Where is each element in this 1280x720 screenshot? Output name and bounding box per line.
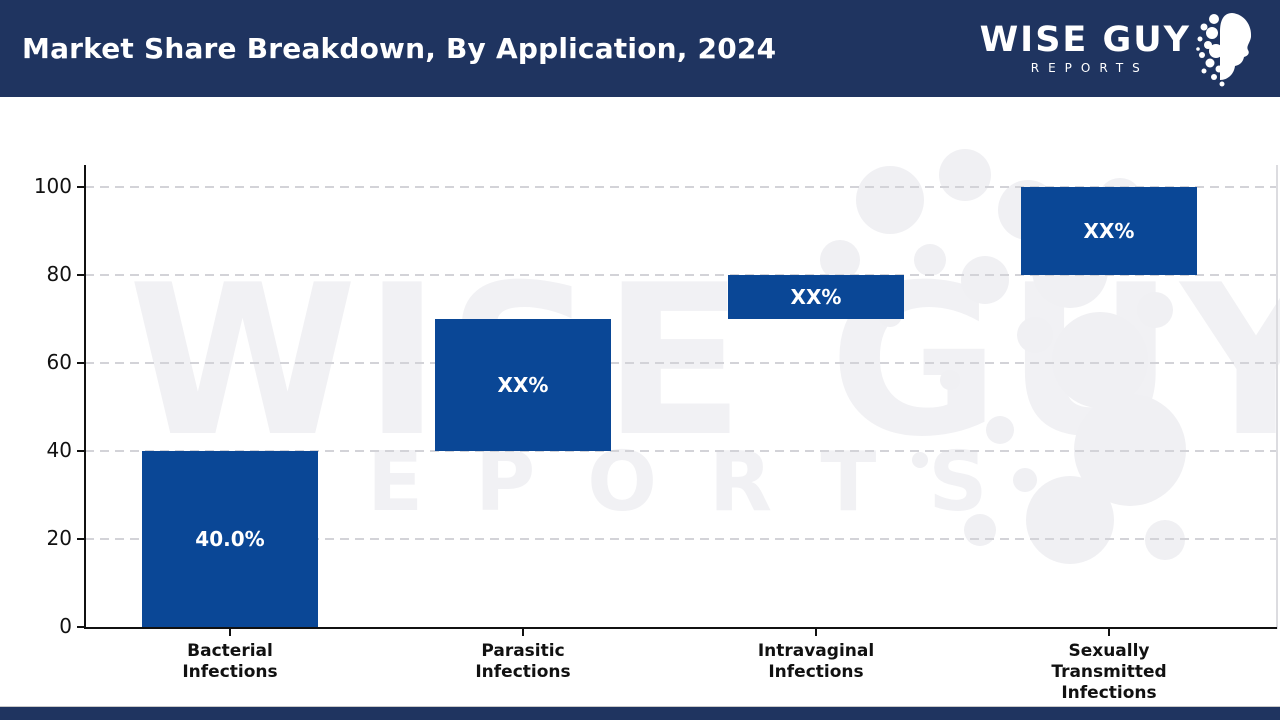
logo-head-icon [1196,12,1252,86]
x-category-line: Intravaginal [757,641,875,661]
y-tick-mark [77,362,85,364]
y-gridline [85,538,1277,540]
y-tick-label: 80 [46,262,72,286]
x-tick-mark [815,629,817,636]
x-category-line: Bacterial [187,641,273,661]
y-gridline [85,186,1277,188]
y-gridline [85,274,1277,276]
bar-value-label: 40.0% [195,527,265,551]
bar-intravaginal-infections: XX% [728,275,904,319]
x-category-label-parasitic-infections: Parasitic Infections [403,641,643,683]
y-gridline [85,450,1277,452]
y-tick-mark [77,450,85,452]
x-tick-mark [229,629,231,636]
y-tick-label: 40 [46,438,72,462]
watermark-subtitle: REPORTS [252,435,1040,530]
y-tick-mark [77,274,85,276]
y-tick-label: 60 [46,350,72,374]
plot-area: 40.0% XX% XX% XX% [85,186,1277,627]
x-category-line: Parasitic [481,641,565,661]
x-category-line: Infections [768,662,864,682]
footer-bar [0,706,1280,720]
y-axis-line [84,165,86,629]
y-tick-mark [77,538,85,540]
plot-right-border [1276,165,1278,629]
x-category-label-sexually-transmitted-infections: Sexually Transmitted Infections [989,641,1229,704]
wise-guy-logo: WISE GUY REPORTS [980,9,1254,89]
bar-value-label: XX% [790,285,842,309]
x-category-label-intravaginal-infections: Intravaginal Infections [696,641,936,683]
bar-sexually-transmitted-infections: XX% [1021,187,1197,275]
logo-text: WISE GUY REPORTS [979,20,1191,75]
y-tick-label: 100 [33,174,72,198]
x-axis-line [85,627,1277,629]
y-tick-mark [77,626,85,628]
bar-parasitic-infections: XX% [435,319,611,451]
y-tick-label: 20 [46,526,72,550]
x-tick-mark [1108,629,1110,636]
x-category-label-bacterial-infections: Bacterial Infections [110,641,350,683]
bar-value-label: XX% [1083,219,1135,243]
logo-subtitle: REPORTS [1030,61,1149,75]
x-category-line: Transmitted [1051,662,1167,682]
x-category-line: Infections [182,662,278,682]
bar-value-label: XX% [497,373,549,397]
page-title: Market Share Breakdown, By Application, … [22,32,777,65]
x-tick-mark [522,629,524,636]
header-bar: Market Share Breakdown, By Application, … [0,0,1280,97]
x-category-line: Infections [475,662,571,682]
logo-wordmark: WISE GUY [979,20,1191,60]
y-gridline [85,362,1277,364]
y-tick-mark [77,186,85,188]
x-category-line: Infections [1061,683,1157,703]
bar-bacterial-infections: 40.0% [142,451,318,627]
y-tick-label: 0 [59,614,72,638]
x-category-line: Sexually [1068,641,1150,661]
